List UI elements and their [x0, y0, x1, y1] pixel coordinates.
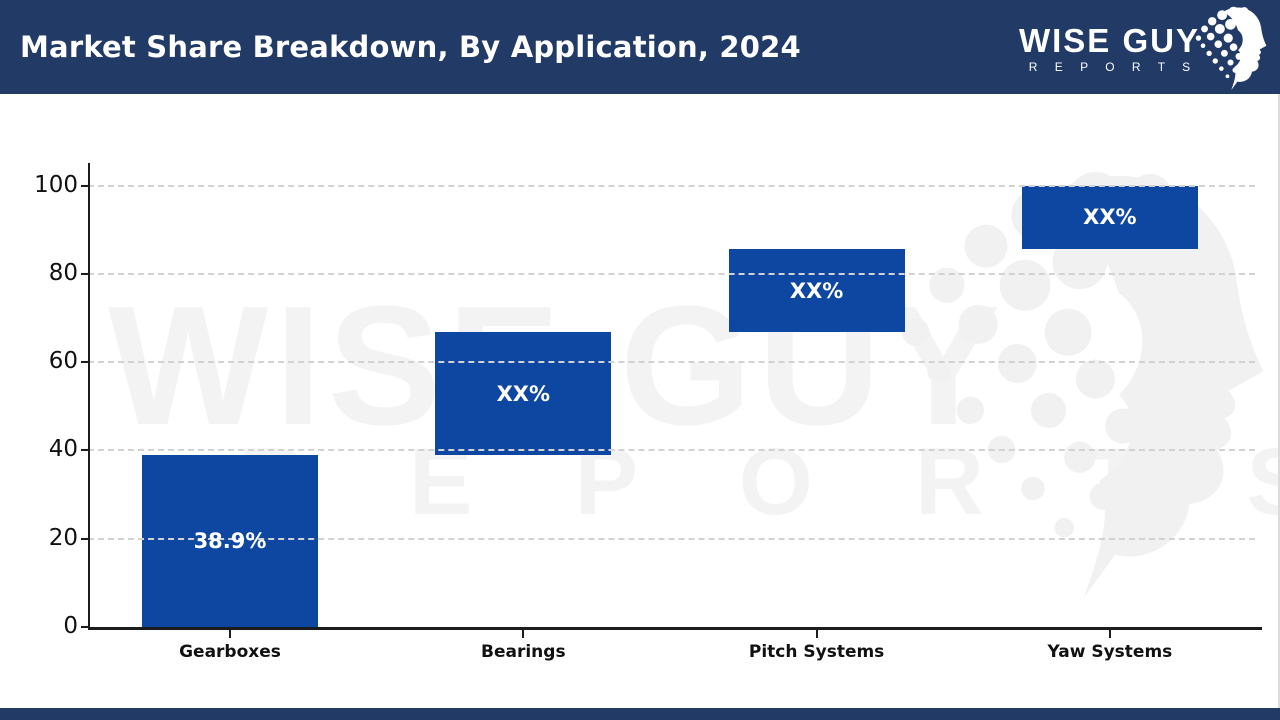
y-axis-tick — [81, 361, 88, 364]
y-axis-label: 80 — [48, 259, 78, 286]
logo-text: WISE GUY R E P O R T S — [1019, 24, 1200, 73]
y-axis-label: 20 — [48, 524, 78, 551]
y-axis-tick — [81, 449, 88, 452]
x-axis-tick — [1108, 630, 1111, 638]
canvas-right-border — [1278, 94, 1280, 708]
header-bar: Market Share Breakdown, By Application, … — [0, 0, 1280, 94]
logo-wordmark: WISE GUY — [1018, 21, 1200, 59]
x-axis-label: Gearboxes — [179, 642, 281, 662]
x-axis-tick — [229, 630, 231, 638]
wise-guy-reports-logo: WISE GUY R E P O R T S — [1019, 6, 1272, 91]
y-axis-label: 0 — [63, 613, 78, 639]
bar-value-label: XX% — [789, 278, 844, 303]
page-title: Market Share Breakdown, By Application, … — [20, 30, 801, 64]
waterfall-bar-gearboxes — [142, 455, 318, 627]
y-axis-tick — [81, 626, 88, 628]
y-axis-tick — [81, 184, 88, 187]
bar-value-label: XX% — [496, 381, 551, 406]
y-axis-label: 100 — [34, 171, 78, 198]
y-axis-line — [88, 163, 90, 630]
footer-bar — [0, 708, 1280, 720]
waterfall-bar-pitch-systems — [728, 249, 905, 333]
y-axis-tick — [81, 272, 88, 275]
x-axis-tick — [522, 630, 525, 638]
x-axis-label: Bearings — [481, 642, 566, 662]
logo-face-icon — [1186, 6, 1272, 91]
waterfall-bar-yaw-systems — [1021, 185, 1198, 250]
y-axis-label: 40 — [48, 436, 78, 463]
gridline — [88, 272, 1255, 275]
gridline — [88, 449, 1255, 452]
gridline — [88, 361, 1255, 364]
gridline — [88, 537, 1255, 540]
x-axis-label: Pitch Systems — [748, 642, 885, 662]
x-axis-line — [88, 627, 1262, 630]
x-axis-label: Yaw Systems — [1047, 642, 1173, 662]
waterfall-bar-bearings — [435, 332, 612, 456]
bar-value-label: XX% — [1083, 205, 1137, 230]
x-axis-tick — [815, 630, 818, 638]
gridline — [88, 184, 1255, 187]
logo-subtitle: R E P O R T S — [1028, 59, 1198, 74]
bar-value-label: 38.9% — [193, 529, 267, 554]
y-axis-label: 60 — [48, 348, 78, 375]
y-axis-tick — [81, 537, 88, 540]
